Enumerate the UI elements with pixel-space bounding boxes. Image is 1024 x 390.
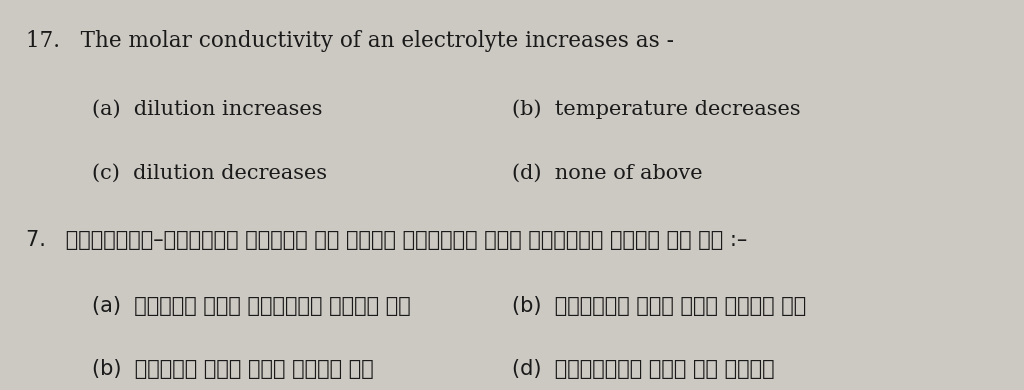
Text: (b)  तापमान में कमी होती है: (b) तापमान में कमी होती है <box>512 296 806 316</box>
Text: 17.   The molar conductivity of an electrolyte increases as -: 17. The molar conductivity of an electro… <box>26 30 674 52</box>
Text: (c)  dilution decreases: (c) dilution decreases <box>92 164 328 183</box>
Text: (d)  उपरोक्त कोई भी नहीं: (d) उपरोक्त कोई भी नहीं <box>512 358 774 379</box>
Text: (d)  none of above: (d) none of above <box>512 164 702 183</box>
Text: (b)  तनुता में कमी होती है: (b) तनुता में कमी होती है <box>92 358 374 379</box>
Text: 7.   वैद्युत–अपघट्य विलयन की मोलर चालकता में वृद्धि होती है जब :–: 7. वैद्युत–अपघट्य विलयन की मोलर चालकता म… <box>26 230 746 250</box>
Text: (b)  temperature decreases: (b) temperature decreases <box>512 99 801 119</box>
Text: (a)  dilution increases: (a) dilution increases <box>92 100 323 119</box>
Text: (a)  तनुता में वृद्धि होती है: (a) तनुता में वृद्धि होती है <box>92 296 411 316</box>
